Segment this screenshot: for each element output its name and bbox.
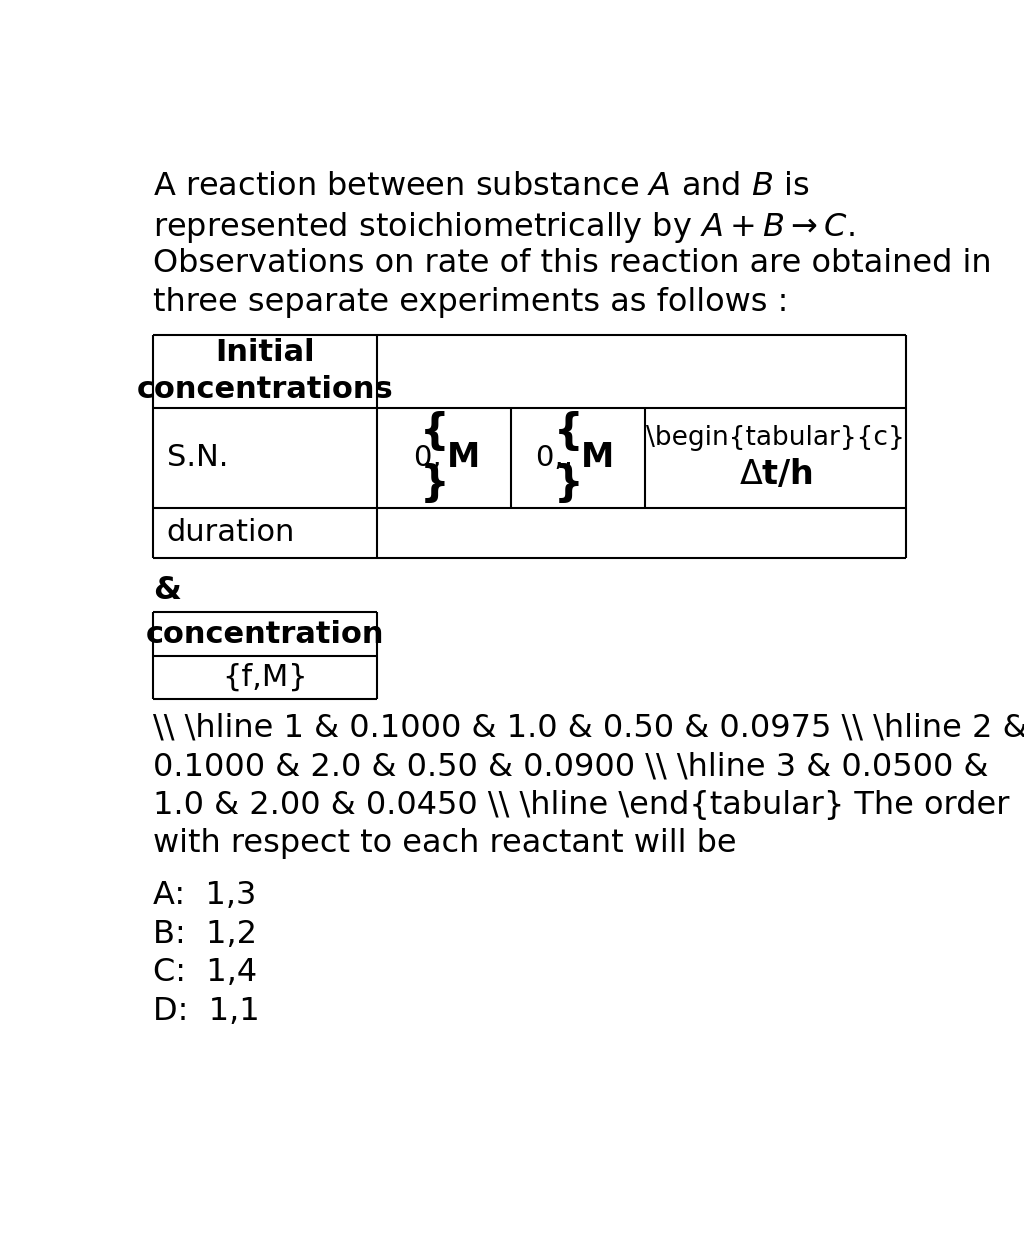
Text: Observations on rate of this reaction are obtained in: Observations on rate of this reaction ar…: [153, 248, 991, 279]
Text: 0,: 0,: [414, 443, 451, 472]
Text: \begin{tabular}{c}: \begin{tabular}{c}: [646, 426, 905, 452]
Text: concentration: concentration: [145, 620, 384, 648]
Text: 0,,: 0,,: [537, 443, 583, 472]
Text: &: &: [153, 574, 180, 605]
Text: {f,M}: {f,M}: [222, 663, 308, 692]
Text: with respect to each reactant will be: with respect to each reactant will be: [153, 829, 736, 860]
Text: {: {: [554, 410, 584, 452]
Text: $\Delta$t/h: $\Delta$t/h: [738, 458, 813, 492]
Text: A reaction between substance $\mathit{A}$ and $\mathit{B}$ is: A reaction between substance $\mathit{A}…: [153, 172, 809, 203]
Text: three separate experiments as follows :: three separate experiments as follows :: [153, 287, 788, 317]
Text: M: M: [447, 441, 480, 474]
Text: Initial
concentrations: Initial concentrations: [136, 338, 393, 404]
Text: {: {: [420, 410, 450, 452]
Text: }: }: [420, 463, 450, 505]
Text: duration: duration: [167, 519, 295, 547]
Text: 0.1000 & 2.0 & 0.50 & 0.0900 \\ \hline 3 & 0.0500 &: 0.1000 & 2.0 & 0.50 & 0.0900 \\ \hline 3…: [153, 751, 988, 782]
Text: 1.0 & 2.00 & 0.0450 \\ \hline \end{tabular} The order: 1.0 & 2.00 & 0.0450 \\ \hline \end{tabul…: [153, 789, 1010, 820]
Text: \\ \hline 1 & 0.1000 & 1.0 & 0.50 & 0.0975 \\ \hline 2 &: \\ \hline 1 & 0.1000 & 1.0 & 0.50 & 0.09…: [153, 713, 1024, 743]
Text: }: }: [554, 463, 584, 505]
Text: represented stoichiometrically by $\mathit{A} + \mathit{B} \rightarrow \mathit{C: represented stoichiometrically by $\math…: [153, 210, 855, 245]
Text: S.N.: S.N.: [167, 443, 228, 472]
Text: C:  1,4: C: 1,4: [153, 957, 257, 988]
Text: D:  1,1: D: 1,1: [153, 995, 259, 1028]
Text: A:  1,3: A: 1,3: [153, 881, 256, 911]
Text: M: M: [582, 441, 614, 474]
Text: B:  1,2: B: 1,2: [153, 919, 257, 950]
